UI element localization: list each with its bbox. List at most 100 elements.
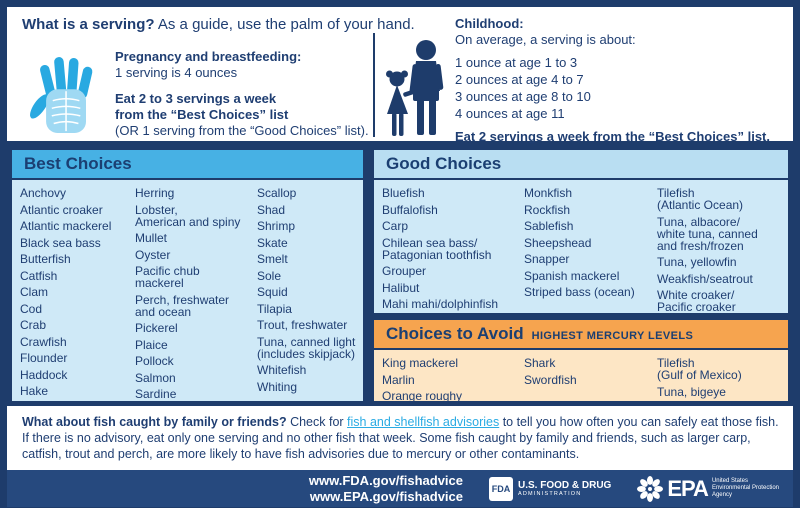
list-item: Grouper: [382, 264, 427, 278]
list-item: Plaice: [135, 337, 168, 352]
list-item: Clam: [20, 285, 49, 299]
list-item: White croaker/ Pacific croaker: [657, 288, 736, 314]
list-item: Atlantic croaker: [20, 202, 103, 217]
best-choices-title: Best Choices: [24, 154, 132, 173]
list-item: Spanish mackerel: [524, 268, 620, 283]
fda-logo: FDA U.S. FOOD & DRUG ADMINISTRATION: [489, 476, 612, 501]
list-item: Hake: [20, 384, 49, 398]
list-item: Marlin: [382, 372, 415, 387]
list-item: Halibut: [382, 280, 420, 295]
avoid-column-1: King mackerel Marlin Orange roughy: [382, 357, 524, 407]
list-item: Crawfish: [20, 334, 67, 349]
epa-logo-line3: Agency: [711, 492, 732, 498]
list-item: Rockfish: [524, 202, 571, 217]
serving-question-rest: As a guide, use the palm of your hand.: [154, 16, 415, 33]
list-item: Oyster: [135, 247, 171, 262]
list-item: Crab: [20, 318, 47, 332]
list-item: Herring: [135, 186, 175, 200]
good-choices-title: Good Choices: [386, 154, 502, 173]
header-divider: [373, 33, 375, 137]
list-item: Black sea bass: [20, 235, 101, 250]
list-item: Whitefish: [257, 363, 307, 377]
list-item: Anchovy: [20, 186, 67, 200]
childhood-title: Childhood:: [455, 16, 524, 31]
advisory-text-before-link: Check for: [290, 415, 348, 429]
list-item: Carp: [382, 219, 409, 233]
list-item: Perch, freshwater and ocean: [135, 292, 230, 319]
fda-box-icon: FDA: [489, 476, 513, 501]
pregnancy-eat-line1: Eat 2 to 3 servings a week: [115, 91, 277, 106]
list-item: Tuna, yellowfin: [657, 255, 737, 269]
childhood-subtitle: On average, a serving is about:: [455, 32, 636, 47]
choices-to-avoid-subtitle: HIGHEST MERCURY LEVELS: [531, 329, 694, 342]
list-item: Tilapia: [257, 301, 292, 316]
footer-urls: www.FDA.gov/fishadvice www.EPA.gov/fisha…: [309, 473, 463, 505]
good-choices-column-1: Bluefish Buffalofish Carp Chilean sea bass/…: [382, 187, 524, 318]
epa-flower-icon: [637, 475, 664, 502]
childhood-eat-advice: Eat 2 servings a week from the “Best Cho…: [455, 129, 771, 144]
list-item: Tilefish (Gulf of Mexico): [657, 356, 742, 382]
pregnancy-info: Pregnancy and breastfeeding: 1 serving i…: [115, 49, 369, 139]
list-item: Squid: [257, 285, 288, 299]
pregnancy-eat-note: (OR 1 serving from the “Good Choices” li…: [115, 123, 369, 138]
list-item: Monkfish: [524, 186, 573, 200]
choices-to-avoid-title: Choices to Avoid: [386, 324, 524, 343]
pregnancy-serving: 1 serving is 4 ounces: [115, 65, 238, 80]
list-item: Snapper: [524, 252, 570, 266]
list-item: Shark: [524, 356, 556, 370]
list-item: Buffalofish: [382, 202, 438, 217]
list-item: Butterfish: [20, 252, 71, 266]
pregnancy-eat-line2: from the “Best Choices” list: [115, 107, 289, 122]
serving-question-bold: What is a serving?: [22, 16, 155, 33]
list-item: Salmon: [135, 370, 176, 385]
list-item: Chilean sea bass/ Patagonian toothfish: [382, 235, 492, 262]
good-choices-column-2: Monkfish Rockfish Sablefish Sheepshead Snapp…: [524, 187, 657, 318]
best-choices-column-3: Scallop Shad Shrimp Skate Smelt Sole Squid Tila…: [257, 187, 359, 405]
serving-info-panel: What is a serving? As a guide, use the p…: [7, 7, 793, 144]
best-choices-header: Best Choices: [12, 150, 363, 180]
list-item: Pickerel: [135, 321, 178, 335]
advisory-question-bold: What about fish caught by family or frie…: [22, 415, 291, 429]
list-item: Shad: [257, 202, 286, 217]
fda-logo-line1: U.S. FOOD & DRUG: [518, 479, 612, 491]
list-item: King mackerel: [382, 356, 459, 370]
list-item: Tilefish (Atlantic Ocean): [657, 186, 744, 212]
good-choices-column-3: Tilefish (Atlantic Ocean) Tuna, albacore/…: [657, 187, 784, 318]
pregnancy-title: Pregnancy and breastfeeding:: [115, 49, 302, 64]
fish-advisories-link[interactable]: fish and shellfish advisories: [347, 415, 500, 429]
serving-question: What is a serving? As a guide, use the p…: [22, 16, 415, 33]
advisory-note: What about fish caught by family or frie…: [22, 414, 780, 462]
epa-url: www.EPA.gov/fishadvice: [309, 488, 463, 504]
best-choices-list: Anchovy Atlantic croaker Atlantic mackerel…: [12, 180, 363, 405]
list-item: Mullet: [135, 231, 168, 245]
list-item: Orange roughy: [382, 389, 463, 403]
good-choices-list: Bluefish Buffalofish Carp Chilean sea bass/…: [374, 180, 788, 318]
list-item: Sablefish: [524, 219, 574, 233]
best-choices-panel: Best Choices Anchovy Atlantic croaker Atla…: [10, 148, 365, 403]
epa-logo: EPA United States Environmental Protecti…: [637, 475, 779, 502]
childhood-serving-3: 3 ounces at age 8 to 10: [455, 89, 591, 104]
list-item: Bluefish: [382, 186, 425, 200]
list-item: Haddock: [20, 367, 68, 382]
advisory-note-panel: What about fish caught by family or frie…: [7, 406, 793, 470]
list-item: Flounder: [20, 351, 68, 365]
list-item: Sheepshead: [524, 235, 592, 250]
childhood-info: Childhood: On average, a serving is abou…: [455, 16, 770, 145]
list-item: Scallop: [257, 186, 297, 200]
children-silhouette-icon: [386, 40, 444, 136]
choices-to-avoid-list: King mackerel Marlin Orange roughy Shark Sw…: [374, 350, 788, 407]
list-item: Atlantic mackerel: [20, 219, 112, 233]
good-choices-panel: Good Choices Bluefish Buffalofish Carp Chil…: [372, 148, 790, 315]
list-item: Lobster, American and spiny: [135, 202, 241, 229]
list-item: Pacific chub mackerel: [135, 264, 200, 290]
list-item: Whiting: [257, 379, 298, 394]
list-item: Cod: [20, 301, 43, 316]
epa-logo-text: United States Environmental Protection A…: [712, 478, 779, 499]
avoid-column-3: Tilefish (Gulf of Mexico) Tuna, bigeye: [657, 357, 784, 407]
good-choices-header: Good Choices: [374, 150, 788, 180]
footer-bar: www.FDA.gov/fishadvice www.EPA.gov/fisha…: [7, 470, 793, 507]
palm-hand-icon: [30, 57, 93, 133]
list-item: Sole: [257, 268, 282, 283]
list-item: Tuna, bigeye: [657, 384, 726, 399]
